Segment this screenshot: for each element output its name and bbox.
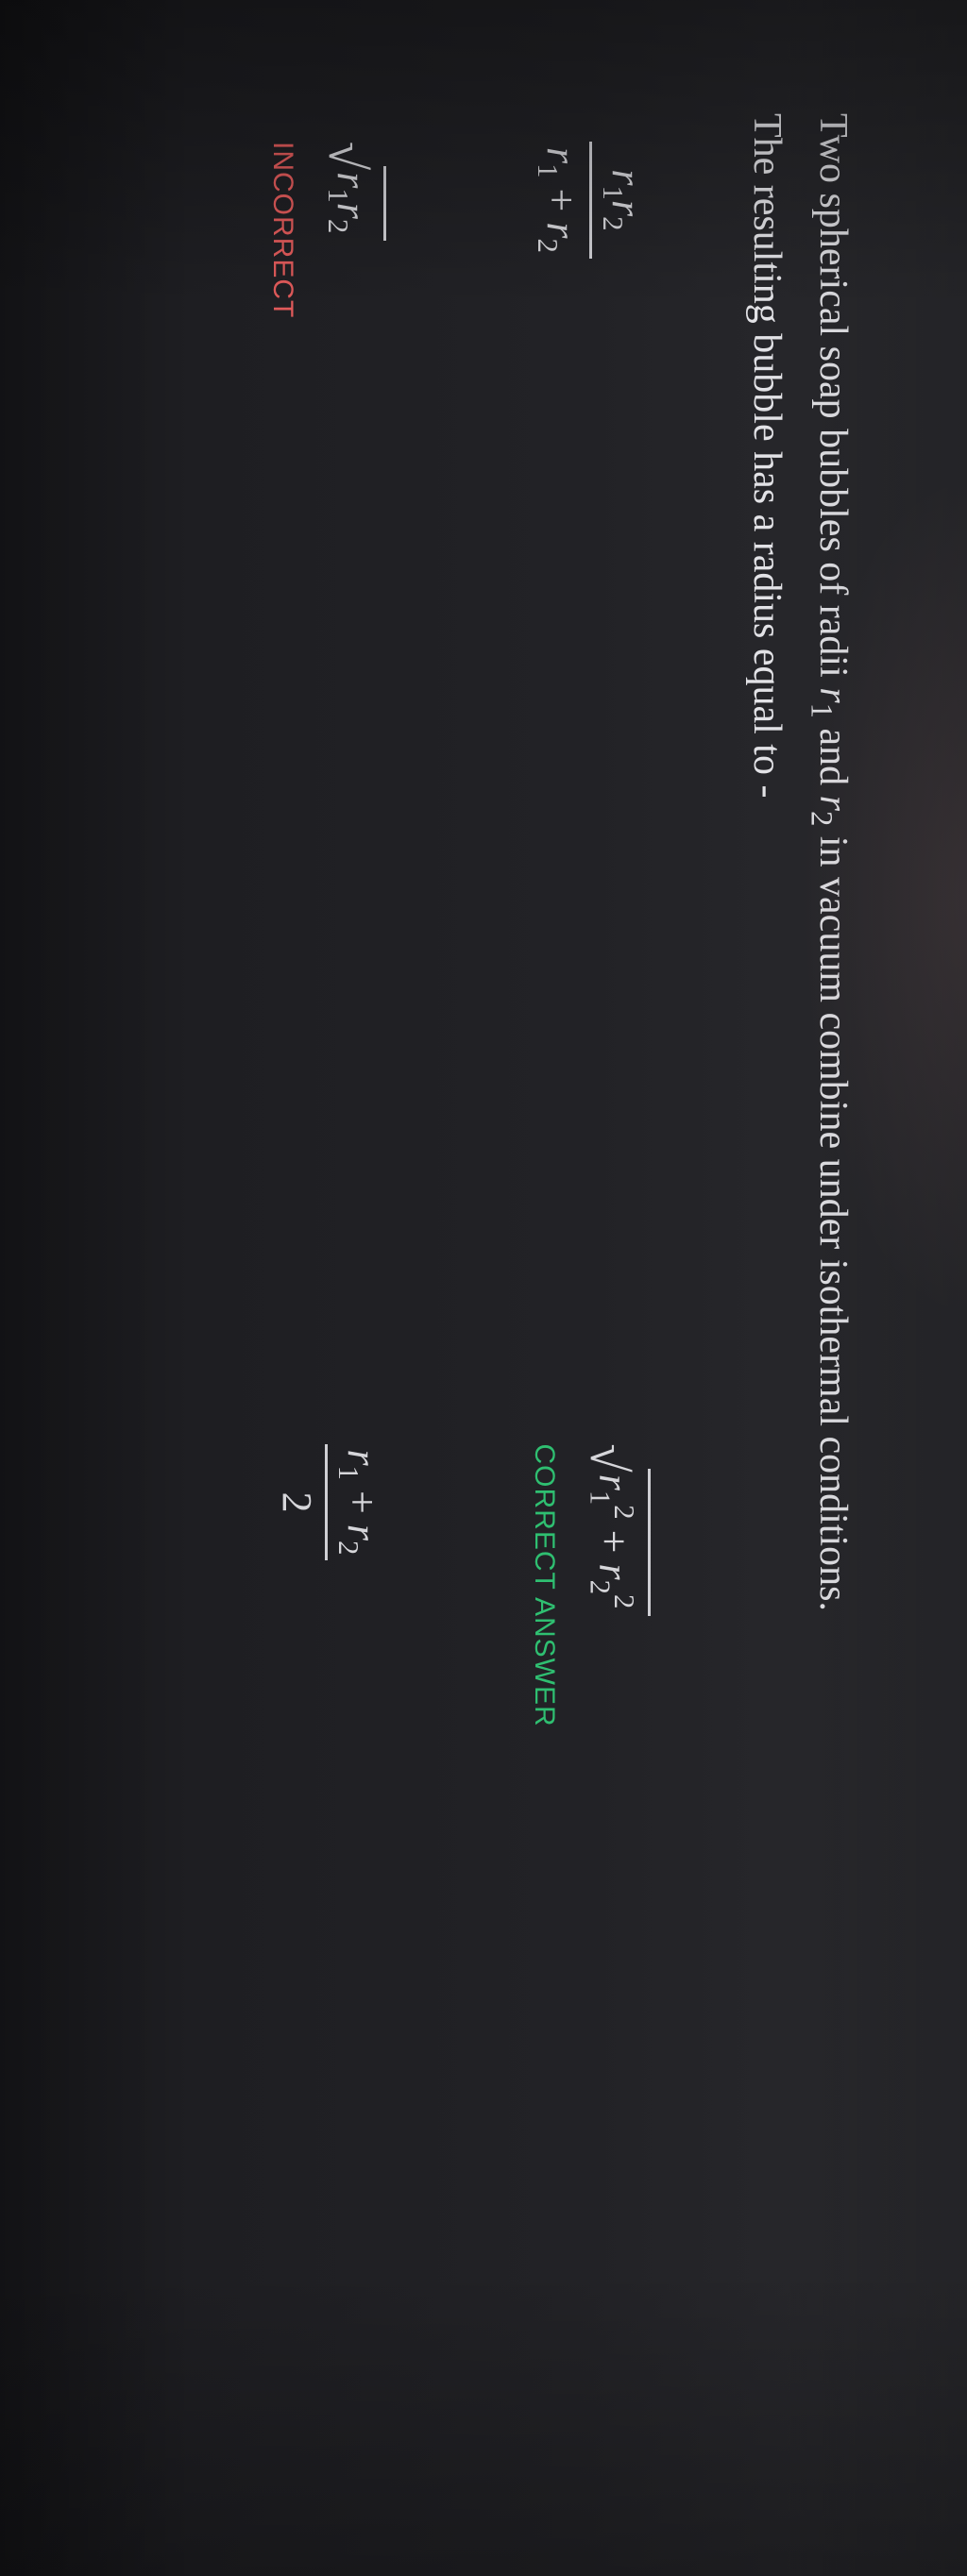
opt-b-r2-sup: 2 (608, 1594, 640, 1608)
opt-a-num-r1: r (603, 169, 650, 185)
opt-c-r1: r (329, 172, 375, 188)
opt-c-r1-sub: 1 (322, 188, 354, 202)
opt-d-r2: r (339, 1524, 385, 1541)
var-r1: r (811, 687, 855, 702)
opt-d-den: 2 (273, 1444, 328, 1561)
incorrect-tag: INCORRECT (266, 142, 298, 1199)
opt-d-r1-sub: 1 (332, 1466, 365, 1480)
options-grid: r1r2 r1 + r2 √ r12 + r22 (266, 113, 650, 2500)
opt-a-plus: + (538, 178, 585, 223)
option-a[interactable]: r1r2 r1 + r2 (528, 142, 650, 1199)
q-part: and (811, 718, 855, 796)
opt-b-plus: + (590, 1520, 636, 1564)
q-part: Two spherical soap bubbles of radii (811, 113, 855, 687)
question-card: Two spherical soap bubbles of radii r1 a… (0, 0, 967, 2576)
opt-b-r1-sub: 1 (584, 1490, 616, 1505)
opt-a-den-r1: r (538, 147, 585, 163)
opt-d-r1: r (339, 1450, 385, 1466)
option-b[interactable]: √ r12 + r22 CORRECT ANSWER (528, 1444, 650, 2501)
question-text: Two spherical soap bubbles of radii r1 a… (736, 113, 863, 2473)
q-line2: The resulting bubble has a radius equal … (745, 113, 789, 798)
opt-b-r2-sub: 2 (584, 1580, 616, 1594)
correct-answer-tag: CORRECT ANSWER (528, 1444, 560, 2501)
var-r2: r (811, 796, 855, 811)
var-r2-sub: 2 (805, 811, 839, 826)
opt-a-den-r2: r (538, 222, 585, 238)
opt-a-num-r1-sub: 1 (597, 186, 629, 200)
opt-c-r2-sub: 2 (322, 219, 354, 233)
opt-b-r2: r (590, 1563, 636, 1579)
opt-b-r1: r (590, 1474, 636, 1490)
opt-a-den-r1-sub: 1 (532, 163, 564, 177)
opt-c-r2: r (329, 203, 375, 219)
q-part: in vacuum combine under isothermal condi… (811, 826, 855, 1611)
option-c[interactable]: √ r1r2 INCORRECT (266, 142, 386, 1199)
option-d[interactable]: r1 + r2 2 (266, 1444, 386, 2501)
opt-d-r2-sub: 2 (332, 1541, 365, 1555)
opt-d-plus: + (339, 1480, 385, 1524)
opt-a-den-r2-sub: 2 (532, 238, 564, 252)
opt-b-r1-sup: 2 (608, 1505, 640, 1519)
opt-a-num-r2: r (603, 200, 650, 216)
opt-a-num-r2-sub: 2 (597, 216, 629, 230)
var-r1-sub: 1 (805, 703, 839, 718)
